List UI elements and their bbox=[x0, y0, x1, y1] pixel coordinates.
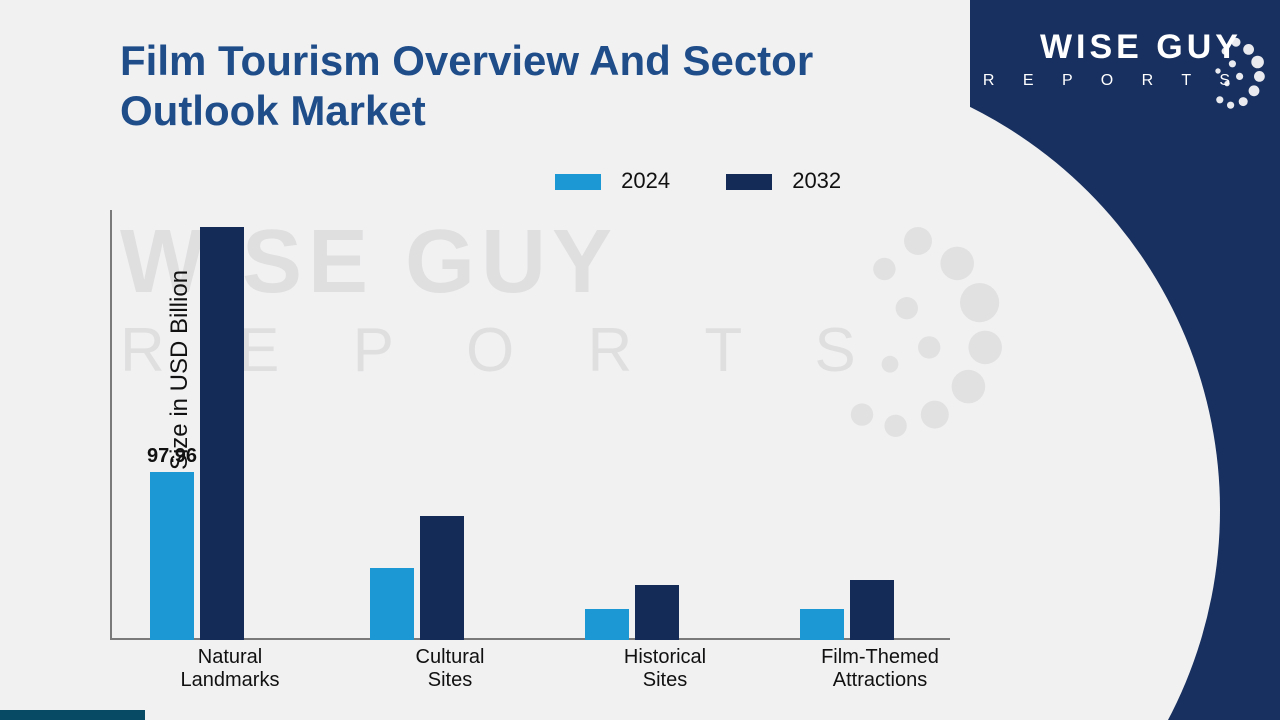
plot-area: NaturalLandmarksCulturalSitesHistoricalS… bbox=[110, 210, 950, 640]
chart-canvas: WISE GUY R E P O R T S WISE GUY R E P O … bbox=[0, 0, 1280, 720]
legend-label-2032: 2032 bbox=[792, 168, 841, 193]
chart-title: Film Tourism Overview And Sector Outlook… bbox=[120, 36, 860, 137]
brand-line1: WISE GUY bbox=[983, 30, 1242, 64]
bar bbox=[370, 568, 414, 640]
legend-swatch-2032 bbox=[726, 174, 772, 190]
bar bbox=[800, 609, 844, 640]
bottom-accent-bar bbox=[0, 710, 145, 720]
bar bbox=[850, 580, 894, 640]
brand-line2: R E P O R T S bbox=[983, 68, 1242, 94]
bar bbox=[150, 472, 194, 640]
bar bbox=[200, 227, 244, 640]
category-label: HistoricalSites bbox=[565, 640, 765, 692]
legend: 2024 2032 bbox=[555, 168, 841, 194]
category-label: NaturalLandmarks bbox=[130, 640, 330, 692]
bar bbox=[585, 609, 629, 640]
bar bbox=[420, 516, 464, 640]
bar bbox=[635, 585, 679, 640]
category-label: Film-ThemedAttractions bbox=[780, 640, 980, 692]
brand-block: WISE GUY R E P O R T S bbox=[983, 30, 1242, 94]
legend-swatch-2024 bbox=[555, 174, 601, 190]
y-axis-line bbox=[110, 210, 112, 640]
value-label: 97.96 bbox=[127, 445, 217, 468]
legend-label-2024: 2024 bbox=[621, 168, 670, 193]
legend-item-2024: 2024 bbox=[555, 168, 670, 194]
category-label: CulturalSites bbox=[350, 640, 550, 692]
legend-item-2032: 2032 bbox=[726, 168, 841, 194]
